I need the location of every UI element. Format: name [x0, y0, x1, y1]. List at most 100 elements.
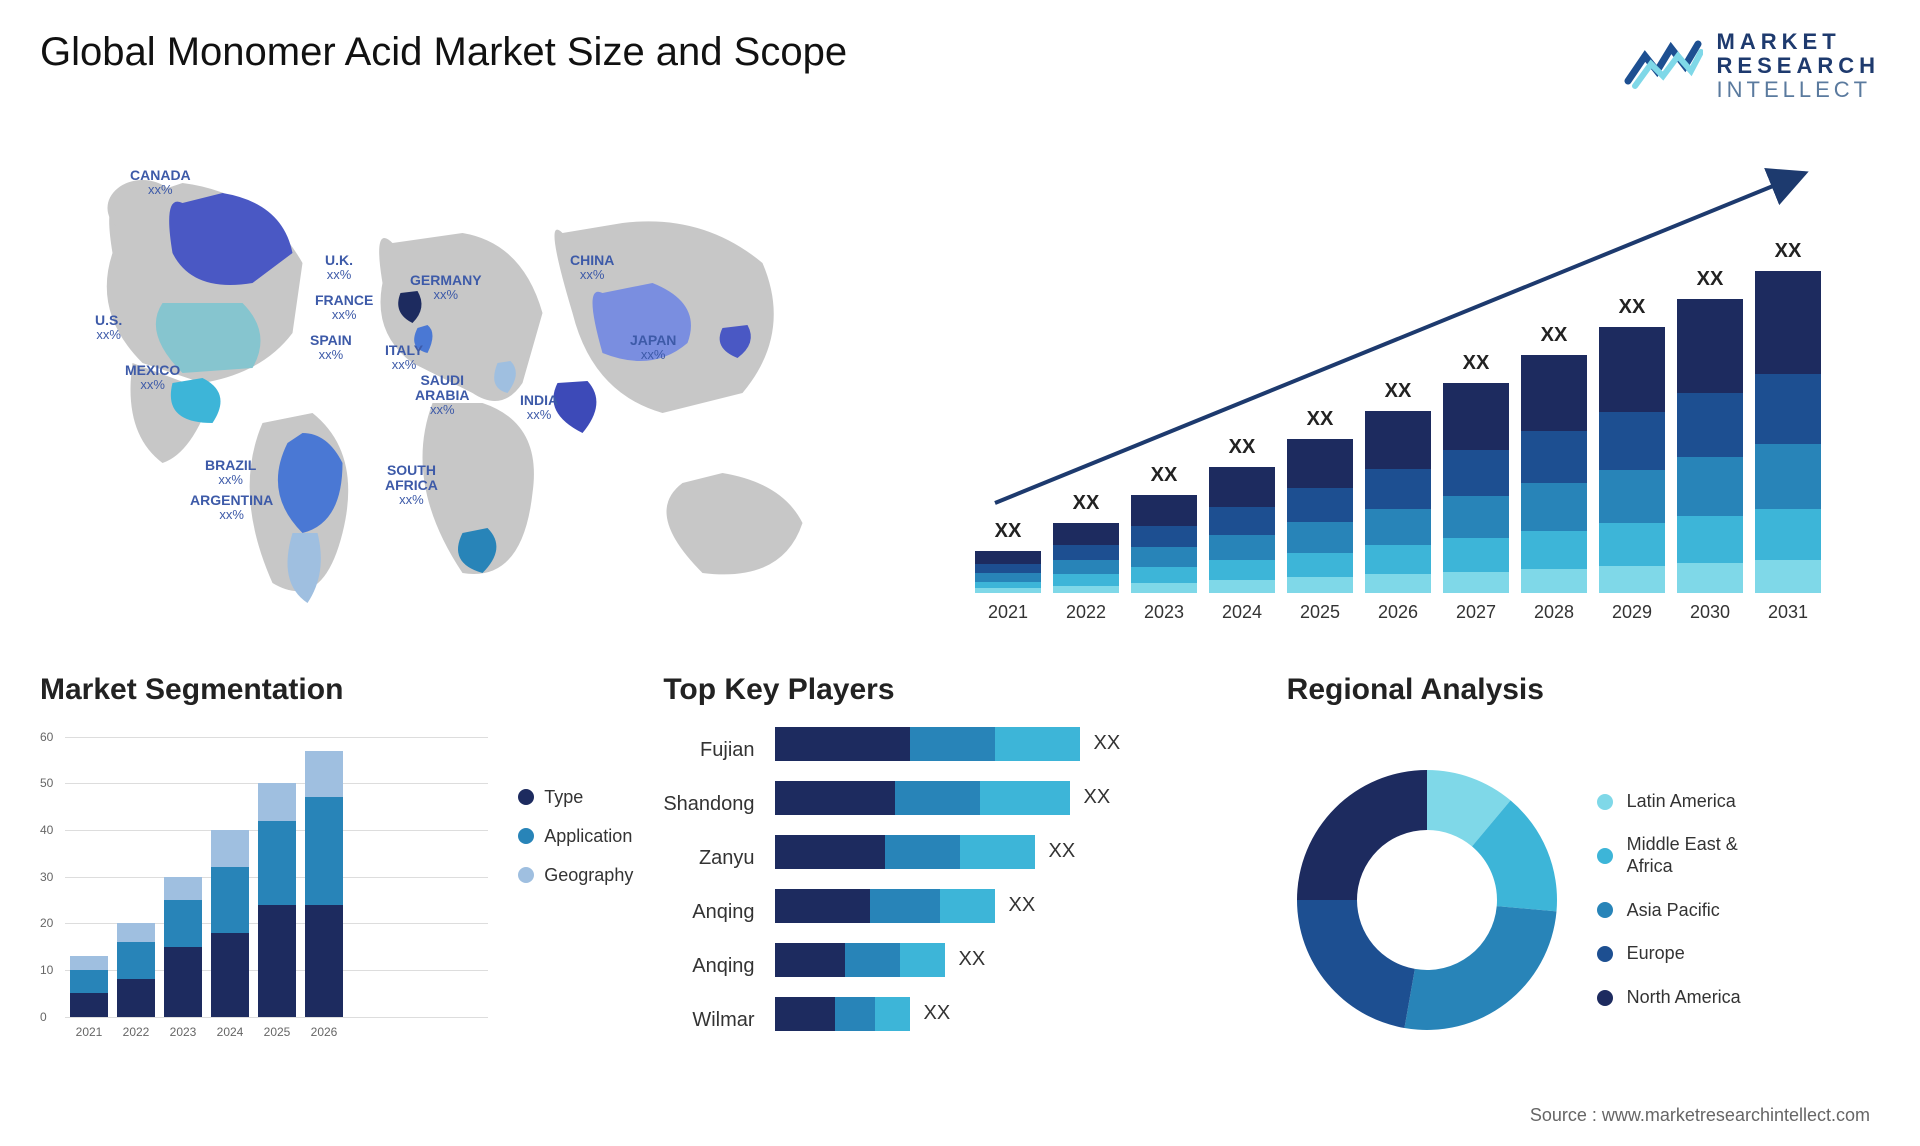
growth-bar-2026: [1365, 411, 1431, 593]
donut-slice-europe: [1297, 900, 1415, 1028]
growth-bar-2024: [1209, 467, 1275, 593]
seg-ytick-60: 60: [40, 730, 53, 744]
growth-year-2024: 2024: [1209, 602, 1275, 623]
map-label-china: CHINAxx%: [570, 253, 614, 283]
growth-year-2021: 2021: [975, 602, 1041, 623]
brand-logo: MARKET RESEARCH INTELLECT: [1623, 30, 1880, 103]
donut-slice-asia-pacific: [1404, 906, 1556, 1030]
regional-legend-middle-east-africa: Middle East &Africa: [1597, 834, 1741, 877]
seg-year-2026: 2026: [305, 1025, 343, 1039]
map-label-brazil: BRAZILxx%: [205, 458, 256, 488]
regional-title: Regional Analysis: [1287, 673, 1880, 707]
player-label-0: Fujian: [663, 733, 754, 767]
regional-legend-europe: Europe: [1597, 943, 1741, 965]
segmentation-title: Market Segmentation: [40, 673, 633, 707]
seg-bar-2021: [70, 956, 108, 1017]
logo-line3: INTELLECT: [1717, 78, 1880, 102]
players-labels: FujianShandongZanyuAnqingAnqingWilmar: [663, 727, 754, 1073]
player-row-1: XX: [775, 781, 1257, 815]
map-label-south-africa: SOUTHAFRICAxx%: [385, 463, 438, 508]
world-map-panel: CANADAxx%U.S.xx%MEXICOxx%BRAZILxx%ARGENT…: [40, 133, 945, 633]
seg-bar-2025: [258, 783, 296, 1016]
logo-icon: [1623, 36, 1703, 96]
map-label-u.k.: U.K.xx%: [325, 253, 353, 283]
segmentation-legend: Type Application Geography: [518, 727, 633, 1073]
seg-year-2025: 2025: [258, 1025, 296, 1039]
growth-value-2022: XX: [1053, 492, 1119, 515]
regional-legend-asia-pacific: Asia Pacific: [1597, 900, 1741, 922]
player-label-2: Zanyu: [663, 841, 754, 875]
seg-year-2021: 2021: [70, 1025, 108, 1039]
logo-line2: RESEARCH: [1717, 54, 1880, 78]
player-label-3: Anqing: [663, 895, 754, 929]
growth-value-2027: XX: [1443, 352, 1509, 375]
growth-value-2026: XX: [1365, 380, 1431, 403]
seg-legend-application: Application: [518, 826, 633, 847]
seg-year-2024: 2024: [211, 1025, 249, 1039]
seg-ytick-40: 40: [40, 823, 53, 837]
seg-ytick-20: 20: [40, 916, 53, 930]
map-label-mexico: MEXICOxx%: [125, 363, 180, 393]
map-label-italy: ITALYxx%: [385, 343, 423, 373]
growth-value-2021: XX: [975, 520, 1041, 543]
player-value-0: XX: [1094, 732, 1121, 755]
growth-year-2030: 2030: [1677, 602, 1743, 623]
growth-year-2026: 2026: [1365, 602, 1431, 623]
map-label-germany: GERMANYxx%: [410, 273, 482, 303]
player-label-5: Wilmar: [663, 1003, 754, 1037]
segmentation-panel: Market Segmentation 01020304050602021202…: [40, 673, 633, 1073]
regional-legend-north-america: North America: [1597, 987, 1741, 1009]
growth-bar-2023: [1131, 495, 1197, 593]
map-label-japan: JAPANxx%: [630, 333, 676, 363]
growth-year-2025: 2025: [1287, 602, 1353, 623]
regional-panel: Regional Analysis Latin AmericaMiddle Ea…: [1287, 673, 1880, 1073]
source-credit: Source : www.marketresearchintellect.com: [1530, 1105, 1870, 1126]
growth-bar-2025: [1287, 439, 1353, 593]
map-label-spain: SPAINxx%: [310, 333, 352, 363]
growth-bar-2028: [1521, 355, 1587, 593]
growth-year-2031: 2031: [1755, 602, 1821, 623]
seg-bar-2024: [211, 830, 249, 1017]
player-value-1: XX: [1084, 786, 1111, 809]
map-label-u.s.: U.S.xx%: [95, 313, 122, 343]
growth-value-2023: XX: [1131, 464, 1197, 487]
growth-bar-2021: [975, 551, 1041, 593]
logo-line1: MARKET: [1717, 30, 1880, 54]
seg-bar-2026: [305, 751, 343, 1017]
player-value-3: XX: [1009, 894, 1036, 917]
map-label-india: INDIAxx%: [520, 393, 558, 423]
growth-value-2028: XX: [1521, 324, 1587, 347]
seg-legend-type: Type: [518, 787, 633, 808]
donut-slice-north-america: [1297, 770, 1427, 900]
regional-legend: Latin AmericaMiddle East &AfricaAsia Pac…: [1597, 791, 1741, 1009]
player-row-3: XX: [775, 889, 1257, 923]
seg-ytick-0: 0: [40, 1010, 47, 1024]
growth-chart-panel: 2021XX2022XX2023XX2024XX2025XX2026XX2027…: [975, 133, 1880, 633]
player-label-1: Shandong: [663, 787, 754, 821]
growth-value-2031: XX: [1755, 240, 1821, 263]
player-value-4: XX: [959, 948, 986, 971]
player-value-5: XX: [924, 1002, 951, 1025]
growth-value-2030: XX: [1677, 268, 1743, 291]
map-label-saudi-arabia: SAUDIARABIAxx%: [415, 373, 469, 418]
growth-year-2028: 2028: [1521, 602, 1587, 623]
regional-donut-chart: [1287, 760, 1567, 1040]
seg-year-2022: 2022: [117, 1025, 155, 1039]
growth-bar-2030: [1677, 299, 1743, 593]
map-label-canada: CANADAxx%: [130, 168, 191, 198]
players-panel: Top Key Players FujianShandongZanyuAnqin…: [663, 673, 1256, 1073]
growth-value-2029: XX: [1599, 296, 1665, 319]
player-row-2: XX: [775, 835, 1257, 869]
seg-year-2023: 2023: [164, 1025, 202, 1039]
player-value-2: XX: [1049, 840, 1076, 863]
seg-legend-geography: Geography: [518, 865, 633, 886]
growth-year-2029: 2029: [1599, 602, 1665, 623]
growth-bar-2027: [1443, 383, 1509, 593]
player-row-0: XX: [775, 727, 1257, 761]
segmentation-chart: 0102030405060202120222023202420252026: [40, 727, 488, 1047]
seg-ytick-50: 50: [40, 776, 53, 790]
growth-value-2025: XX: [1287, 408, 1353, 431]
seg-ytick-10: 10: [40, 963, 53, 977]
map-label-france: FRANCExx%: [315, 293, 373, 323]
player-row-5: XX: [775, 997, 1257, 1031]
